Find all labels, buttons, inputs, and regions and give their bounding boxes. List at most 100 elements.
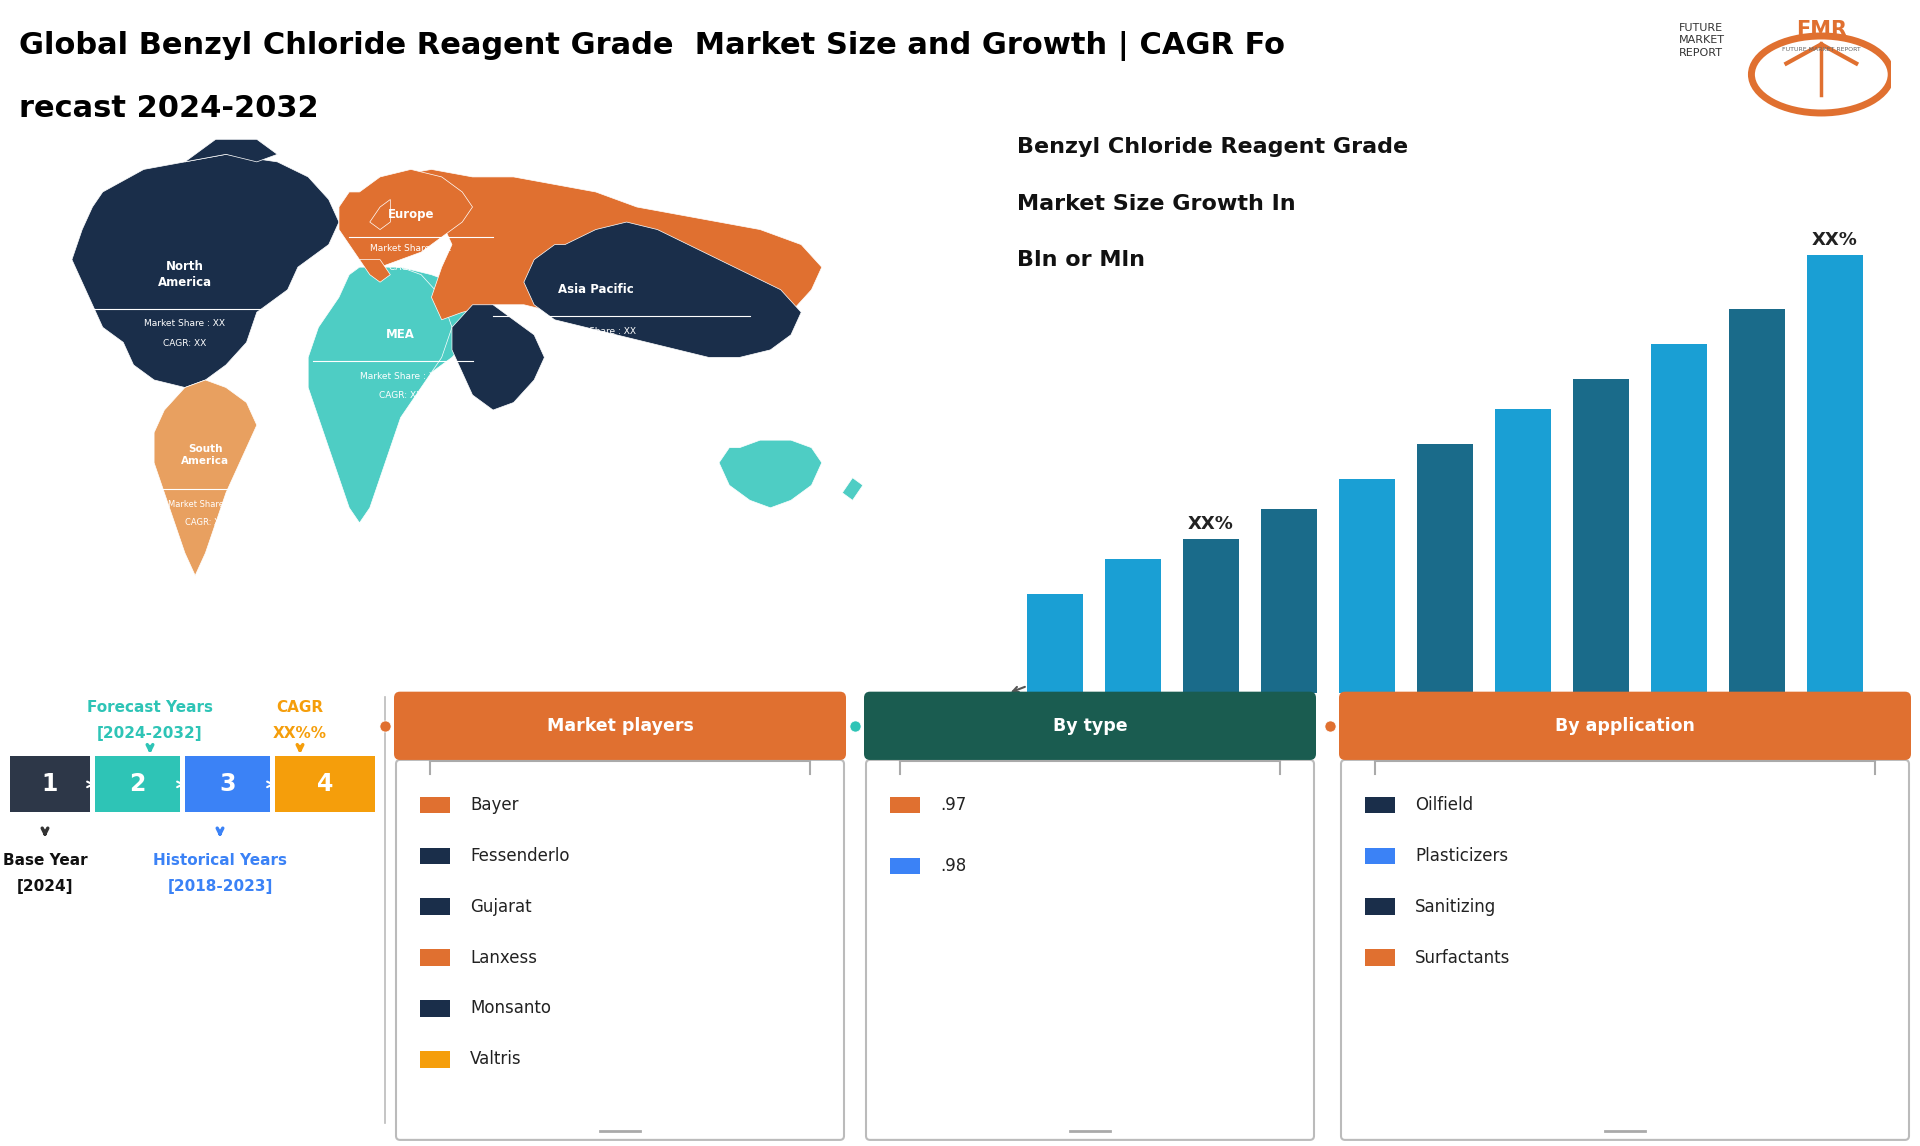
- Text: Asia Pacific: Asia Pacific: [559, 283, 634, 296]
- Text: 2031: 2031: [1736, 716, 1778, 731]
- Text: 2029: 2029: [1580, 716, 1622, 731]
- Polygon shape: [359, 170, 822, 350]
- Text: [2024]: [2024]: [17, 879, 73, 894]
- Text: 2027: 2027: [1423, 716, 1467, 731]
- Bar: [1807, 254, 1862, 693]
- Text: Oilfield: Oilfield: [1415, 795, 1473, 814]
- Polygon shape: [359, 260, 390, 282]
- Polygon shape: [718, 440, 822, 508]
- Polygon shape: [184, 140, 276, 162]
- Polygon shape: [843, 478, 862, 501]
- FancyBboxPatch shape: [420, 949, 449, 966]
- Text: Bayer: Bayer: [470, 795, 518, 814]
- Text: 2022: 2022: [1033, 716, 1077, 731]
- Text: 2024: 2024: [1188, 716, 1233, 731]
- Polygon shape: [340, 267, 482, 380]
- Text: Valtris: Valtris: [470, 1051, 522, 1068]
- FancyBboxPatch shape: [864, 692, 1315, 760]
- FancyBboxPatch shape: [420, 796, 449, 813]
- Text: Global Benzyl Chloride Reagent Grade  Market Size and Growth | CAGR Fo: Global Benzyl Chloride Reagent Grade Mar…: [19, 31, 1284, 61]
- Text: 2028: 2028: [1501, 716, 1544, 731]
- Text: Lanxess: Lanxess: [470, 949, 538, 966]
- Text: 2026: 2026: [1346, 716, 1388, 731]
- Text: CAGR: XX: CAGR: XX: [163, 339, 207, 348]
- Bar: [1728, 309, 1786, 693]
- Text: 1: 1: [42, 772, 58, 796]
- FancyBboxPatch shape: [1365, 949, 1396, 966]
- Bar: [1027, 594, 1083, 693]
- Text: Benzyl Chloride Reagent Grade: Benzyl Chloride Reagent Grade: [1018, 138, 1407, 157]
- Text: North
America: North America: [157, 260, 211, 289]
- Bar: [1572, 379, 1628, 693]
- FancyBboxPatch shape: [1338, 692, 1910, 760]
- Bar: [1104, 559, 1162, 693]
- FancyBboxPatch shape: [420, 1051, 449, 1068]
- Text: Surfactants: Surfactants: [1415, 949, 1511, 966]
- Text: recast 2024-2032: recast 2024-2032: [19, 94, 319, 123]
- Text: FMR: FMR: [1795, 21, 1847, 40]
- Text: Fessenderlo: Fessenderlo: [470, 847, 570, 865]
- Text: .97: .97: [941, 795, 966, 814]
- Text: CAGR: XX: CAGR: XX: [184, 518, 227, 527]
- Text: Market players: Market players: [547, 716, 693, 735]
- Text: FUTURE MARKET REPORT: FUTURE MARKET REPORT: [1782, 47, 1860, 53]
- Text: 2: 2: [129, 772, 146, 796]
- Text: Base Year: Base Year: [2, 854, 86, 869]
- Text: Market Size Growth In: Market Size Growth In: [1018, 194, 1296, 213]
- Text: MEA: MEA: [386, 329, 415, 342]
- Text: XX%: XX%: [1188, 515, 1235, 533]
- FancyBboxPatch shape: [891, 796, 920, 813]
- Text: Market Share : XX: Market Share : XX: [167, 500, 244, 509]
- Text: By type: By type: [1052, 716, 1127, 735]
- Bar: [1417, 444, 1473, 693]
- Text: Market Share : XX: Market Share : XX: [371, 244, 451, 253]
- Text: Historical Years: Historical Years: [154, 854, 286, 869]
- FancyBboxPatch shape: [184, 756, 271, 813]
- Polygon shape: [524, 222, 801, 358]
- Polygon shape: [451, 305, 545, 410]
- Text: 4: 4: [317, 772, 334, 796]
- FancyBboxPatch shape: [866, 760, 1313, 1140]
- Text: FUTURE
MARKET
REPORT: FUTURE MARKET REPORT: [1678, 23, 1724, 57]
- Text: CAGR: CAGR: [276, 700, 324, 715]
- FancyBboxPatch shape: [1340, 760, 1908, 1140]
- Text: Monsanto: Monsanto: [470, 999, 551, 1018]
- Text: CAGR: XX: CAGR: XX: [390, 262, 432, 272]
- Bar: [1494, 409, 1551, 693]
- FancyBboxPatch shape: [420, 1000, 449, 1017]
- Text: Gujarat: Gujarat: [470, 897, 532, 916]
- Text: CAGR: XX: CAGR: XX: [378, 391, 422, 400]
- Text: 2023: 2023: [1112, 716, 1154, 731]
- Text: 2032: 2032: [1812, 716, 1857, 731]
- FancyBboxPatch shape: [420, 848, 449, 864]
- Text: XX%: XX%: [1812, 230, 1859, 249]
- FancyBboxPatch shape: [10, 756, 90, 813]
- Bar: [1183, 539, 1238, 693]
- FancyBboxPatch shape: [394, 692, 847, 760]
- FancyBboxPatch shape: [94, 756, 180, 813]
- Polygon shape: [340, 170, 472, 267]
- Bar: [1261, 509, 1317, 693]
- FancyBboxPatch shape: [891, 857, 920, 874]
- Text: Bln or Mln: Bln or Mln: [1018, 250, 1144, 269]
- FancyBboxPatch shape: [1365, 898, 1396, 915]
- Text: South
America: South America: [180, 444, 230, 466]
- Text: XX%%: XX%%: [273, 725, 326, 741]
- Text: Market Share : XX: Market Share : XX: [555, 327, 636, 336]
- Polygon shape: [307, 267, 451, 523]
- FancyBboxPatch shape: [1365, 848, 1396, 864]
- FancyBboxPatch shape: [275, 756, 374, 813]
- FancyBboxPatch shape: [420, 898, 449, 915]
- Text: [2018-2023]: [2018-2023]: [167, 879, 273, 894]
- FancyBboxPatch shape: [396, 760, 845, 1140]
- Text: CAGR: XX: CAGR: XX: [574, 345, 618, 354]
- Text: Europe: Europe: [388, 209, 434, 221]
- Polygon shape: [71, 155, 340, 387]
- Text: 2030: 2030: [1657, 716, 1699, 731]
- Text: Market Share : XX: Market Share : XX: [361, 371, 442, 380]
- Text: .98: .98: [941, 857, 966, 874]
- Text: Sanitizing: Sanitizing: [1415, 897, 1496, 916]
- Polygon shape: [371, 199, 390, 229]
- Text: [2024-2032]: [2024-2032]: [98, 725, 204, 741]
- Text: Plasticizers: Plasticizers: [1415, 847, 1507, 865]
